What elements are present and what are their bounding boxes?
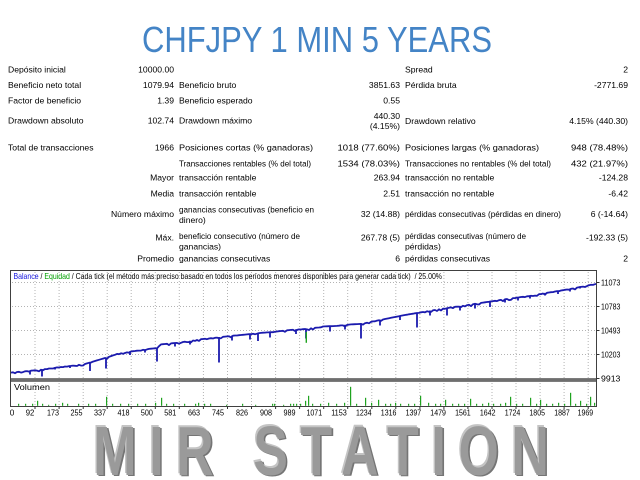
svg-text:0.55: 0.55 [383, 96, 400, 106]
svg-text:Drawdown relativo: Drawdown relativo [405, 116, 476, 126]
svg-text:6: 6 [395, 254, 400, 264]
svg-text:440.30: 440.30 [374, 111, 401, 121]
svg-text:908: 908 [260, 408, 272, 418]
svg-text:Pérdida bruta: Pérdida bruta [405, 80, 457, 90]
svg-text:9913: 9913 [601, 373, 621, 383]
svg-text:MIR STATION: MIR STATION [93, 412, 561, 480]
svg-text:989: 989 [284, 408, 296, 418]
svg-text:transacción rentable: transacción rentable [179, 189, 257, 199]
svg-text:(4.15%): (4.15%) [370, 121, 400, 131]
svg-text:2: 2 [623, 65, 628, 75]
svg-text:Beneficio bruto: Beneficio bruto [179, 80, 237, 90]
svg-text:1724: 1724 [505, 408, 521, 418]
svg-text:Número máximo: Número máximo [111, 209, 174, 219]
svg-text:92: 92 [26, 408, 35, 418]
svg-text:1642: 1642 [480, 408, 496, 418]
svg-text:1079.94: 1079.94 [143, 80, 174, 90]
svg-text:1479: 1479 [430, 408, 446, 418]
svg-text:Transacciones no rentables (%: Transacciones no rentables (% del total) [405, 159, 551, 169]
svg-text:418: 418 [118, 408, 130, 418]
svg-text:663: 663 [188, 408, 200, 418]
svg-text:Posiciones largas (% ganadoras: Posiciones largas (% ganadoras) [405, 143, 539, 153]
svg-text:1071: 1071 [307, 408, 323, 418]
svg-text:beneficio consecutivo (número: beneficio consecutivo (número de [179, 231, 300, 241]
svg-text:1153: 1153 [331, 408, 347, 418]
svg-text:Drawdown absoluto: Drawdown absoluto [8, 116, 84, 126]
svg-text:pérdidas consecutivas: pérdidas consecutivas [405, 254, 490, 264]
svg-text:1534 (78.03%): 1534 (78.03%) [338, 159, 401, 169]
svg-text:pérdidas): pérdidas) [405, 242, 441, 252]
svg-text:Depósito inicial: Depósito inicial [8, 65, 66, 75]
svg-text:10203: 10203 [601, 349, 621, 359]
svg-text:Total de transacciones: Total de transacciones [8, 143, 94, 153]
svg-text:Beneficio neto total: Beneficio neto total [8, 80, 81, 90]
svg-text:1561: 1561 [455, 408, 471, 418]
svg-text:1397: 1397 [406, 408, 422, 418]
svg-text:1805: 1805 [529, 408, 545, 418]
svg-text:1887: 1887 [554, 408, 570, 418]
svg-text:10000.00: 10000.00 [138, 65, 174, 75]
svg-text:Beneficio esperado: Beneficio esperado [179, 96, 253, 106]
svg-text:173: 173 [47, 408, 59, 418]
svg-text:745: 745 [212, 408, 224, 418]
svg-text:MIR STATION: MIR STATION [92, 411, 560, 480]
svg-text:102.74: 102.74 [148, 116, 175, 126]
svg-text:Drawdown máximo: Drawdown máximo [179, 116, 252, 126]
svg-text:4.15% (440.30): 4.15% (440.30) [569, 116, 628, 126]
svg-text:-192.33 (5): -192.33 (5) [586, 233, 628, 243]
svg-text:1316: 1316 [381, 408, 397, 418]
svg-text:pérdidas consecutivas (pérdida: pérdidas consecutivas (pérdidas en diner… [405, 209, 561, 219]
svg-text:581: 581 [164, 408, 176, 418]
svg-text:Balance / Equidad / Cada tick: Balance / Equidad / Cada tick (el método… [14, 272, 443, 281]
svg-text:10493: 10493 [601, 325, 621, 335]
svg-text:Transacciones rentables (% del: Transacciones rentables (% del total) [179, 159, 311, 169]
svg-text:dinero): dinero) [179, 215, 206, 225]
svg-text:32 (14.88): 32 (14.88) [361, 209, 400, 219]
svg-text:CHFJPY 1 MIN 5 YEARS: CHFJPY 1 MIN 5 YEARS [142, 19, 492, 60]
svg-text:11073: 11073 [601, 277, 621, 287]
svg-text:432 (21.97%): 432 (21.97%) [571, 159, 628, 169]
svg-text:transacción no rentable: transacción no rentable [405, 173, 495, 183]
svg-text:transacción rentable: transacción rentable [179, 173, 257, 183]
svg-text:Mayor: Mayor [150, 173, 174, 183]
svg-text:Máx.: Máx. [155, 233, 174, 243]
svg-text:2: 2 [623, 254, 628, 264]
svg-text:ganancias consecutivas: ganancias consecutivas [179, 254, 270, 264]
svg-text:-124.28: -124.28 [599, 173, 628, 183]
svg-text:1966: 1966 [155, 143, 174, 153]
svg-text:3851.63: 3851.63 [369, 80, 400, 90]
svg-text:826: 826 [236, 408, 248, 418]
svg-text:ganancias): ganancias) [179, 242, 221, 252]
svg-text:Spread: Spread [405, 65, 433, 75]
svg-text:948 (78.48%): 948 (78.48%) [571, 143, 628, 153]
svg-text:263.94: 263.94 [374, 173, 401, 183]
svg-text:-6.42: -6.42 [608, 189, 628, 199]
svg-text:Factor de beneficio: Factor de beneficio [8, 96, 81, 106]
svg-text:1969: 1969 [578, 408, 594, 418]
svg-text:Promedio: Promedio [137, 254, 174, 264]
svg-text:0: 0 [10, 408, 15, 418]
svg-text:2.51: 2.51 [383, 189, 400, 199]
svg-text:1.39: 1.39 [157, 96, 174, 106]
svg-text:Posiciones cortas (% ganadoras: Posiciones cortas (% ganadoras) [179, 143, 313, 153]
svg-text:Media: Media [151, 189, 175, 199]
svg-text:pérdidas consecutivas (número: pérdidas consecutivas (número de [405, 231, 526, 241]
svg-text:1234: 1234 [356, 408, 372, 418]
svg-text:500: 500 [141, 408, 153, 418]
svg-text:337: 337 [94, 408, 106, 418]
svg-text:ganancias consecutivas (benefi: ganancias consecutivas (beneficio en [179, 205, 314, 215]
svg-text:267.78 (5): 267.78 (5) [361, 233, 400, 243]
svg-text:1018 (77.60%): 1018 (77.60%) [338, 143, 401, 153]
svg-text:transacción no rentable: transacción no rentable [405, 189, 495, 199]
svg-text:-2771.69: -2771.69 [594, 80, 628, 90]
svg-text:MIR STATION: MIR STATION [95, 414, 563, 480]
svg-text:6 (-14.64): 6 (-14.64) [591, 209, 628, 219]
svg-text:Volumen: Volumen [14, 382, 50, 392]
svg-text:255: 255 [71, 408, 83, 418]
svg-text:10783: 10783 [601, 301, 621, 311]
